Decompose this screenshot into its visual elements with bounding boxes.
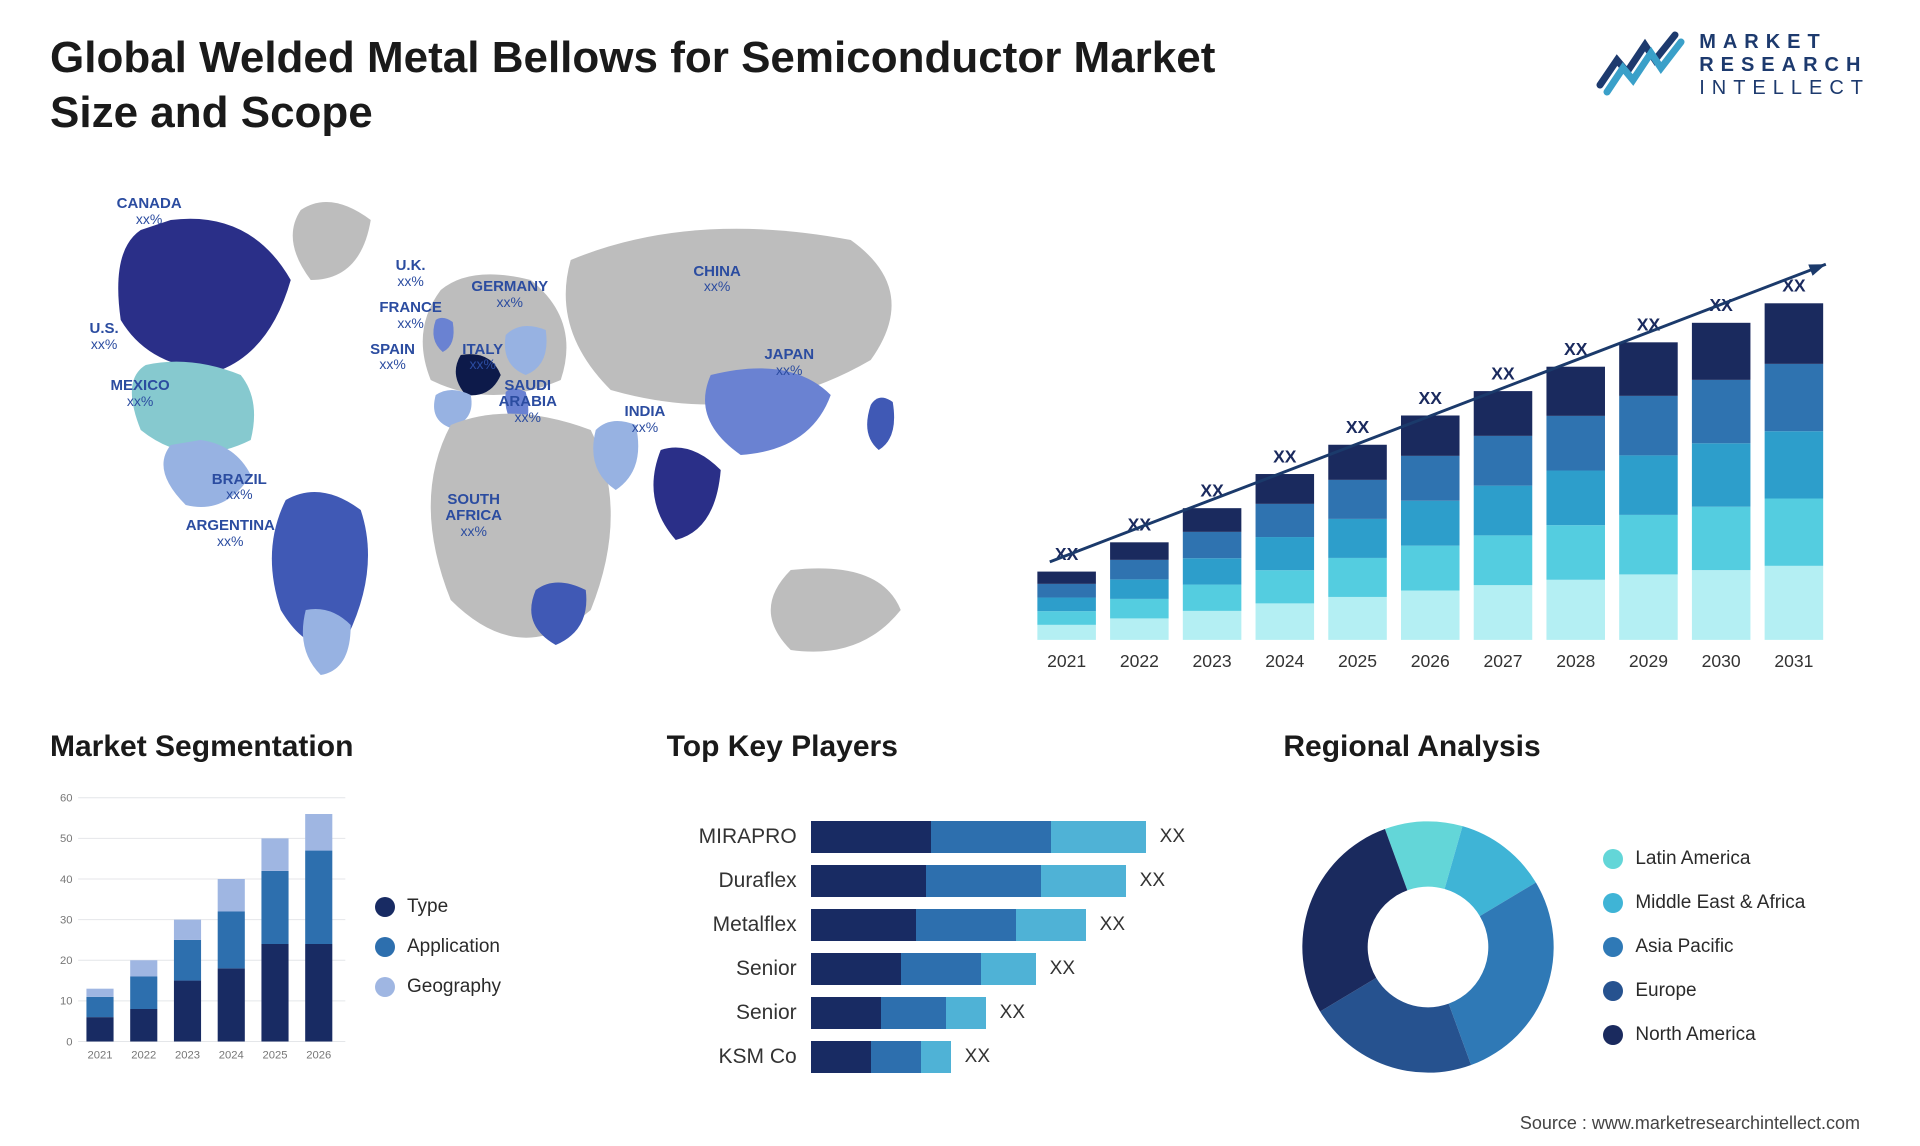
map-label: GERMANYxx% xyxy=(471,279,548,309)
svg-text:2029: 2029 xyxy=(1629,651,1668,671)
map-label: SOUTHAFRICAxx% xyxy=(445,492,502,538)
segmentation-panel: Market Segmentation 0 10 20 30 40 50 60 2021 202… xyxy=(50,730,637,1110)
segmentation-legend: Type Application Geography xyxy=(375,784,501,1110)
svg-text:2021: 2021 xyxy=(87,1049,112,1061)
player-bar xyxy=(811,821,1146,853)
svg-text:2026: 2026 xyxy=(1411,651,1450,671)
svg-text:2026: 2026 xyxy=(306,1049,331,1061)
brand-logo: MARKET RESEARCH INTELLECT xyxy=(1595,30,1870,100)
logo-line3: INTELLECT xyxy=(1699,77,1870,100)
player-row: Duraflex XX xyxy=(667,865,1254,897)
player-row: KSM Co XX xyxy=(667,1041,1254,1073)
svg-text:2025: 2025 xyxy=(1338,651,1377,671)
svg-text:30: 30 xyxy=(60,914,73,926)
svg-text:XX: XX xyxy=(1274,446,1298,466)
legend-item: Type xyxy=(375,896,501,918)
player-bar xyxy=(811,997,986,1029)
player-value: XX xyxy=(1000,1002,1025,1024)
map-label: SAUDIARABIAxx% xyxy=(499,378,557,424)
legend-item: Latin America xyxy=(1603,848,1805,870)
map-label: ITALYxx% xyxy=(462,342,503,372)
map-label: CANADAxx% xyxy=(117,196,182,226)
regional-panel: Regional Analysis Latin America Middle Ea… xyxy=(1283,730,1870,1110)
svg-text:2027: 2027 xyxy=(1484,651,1523,671)
map-label: ARGENTINAxx% xyxy=(186,518,275,548)
player-name: Duraflex xyxy=(667,869,797,893)
svg-text:2022: 2022 xyxy=(1120,651,1159,671)
map-label: INDIAxx% xyxy=(625,404,666,434)
logo-line1: MARKET xyxy=(1699,31,1870,54)
player-bar xyxy=(811,953,1036,985)
svg-text:2030: 2030 xyxy=(1702,651,1741,671)
world-map: CANADAxx% U.S.xx% MEXICOxx% BRAZILxx% ARGENT… xyxy=(50,170,951,690)
svg-text:2031: 2031 xyxy=(1775,651,1814,671)
map-label: U.S.xx% xyxy=(89,321,118,351)
player-value: XX xyxy=(965,1046,990,1068)
svg-text:0: 0 xyxy=(66,1036,72,1048)
logo-mark-icon xyxy=(1595,30,1685,100)
svg-text:XX: XX xyxy=(1419,388,1443,408)
player-bar xyxy=(811,865,1126,897)
source-attribution: Source : www.marketresearchintellect.com xyxy=(1520,1113,1860,1134)
player-name: Senior xyxy=(667,1001,797,1025)
player-bar xyxy=(811,909,1086,941)
legend-item: Asia Pacific xyxy=(1603,936,1805,958)
player-name: MIRAPRO xyxy=(667,825,797,849)
player-bar xyxy=(811,1041,951,1073)
map-label: SPAINxx% xyxy=(370,342,415,372)
players-title: Top Key Players xyxy=(667,730,1254,764)
page-title: Global Welded Metal Bellows for Semicond… xyxy=(50,30,1250,140)
player-value: XX xyxy=(1140,870,1165,892)
svg-text:2021: 2021 xyxy=(1048,651,1087,671)
svg-text:60: 60 xyxy=(60,793,73,805)
map-label: JAPANxx% xyxy=(764,347,814,377)
svg-text:2023: 2023 xyxy=(175,1049,200,1061)
players-panel: Top Key Players MIRAPROXXDuraflexXXMetal… xyxy=(667,730,1254,1110)
legend-item: Geography xyxy=(375,976,501,998)
player-value: XX xyxy=(1100,914,1125,936)
map-label: CHINAxx% xyxy=(693,264,741,294)
segmentation-title: Market Segmentation xyxy=(50,730,637,764)
player-row: Metalflex XX xyxy=(667,909,1254,941)
svg-text:XX: XX xyxy=(1492,363,1516,383)
growth-bar-chart: XX2021XX2022XX2023XX2024XX2025XX2026XX20… xyxy=(991,170,1870,690)
map-label: FRANCExx% xyxy=(379,300,442,330)
svg-text:20: 20 xyxy=(60,955,73,967)
player-row: Senior XX xyxy=(667,997,1254,1029)
regional-title: Regional Analysis xyxy=(1283,730,1870,764)
legend-item: Middle East & Africa xyxy=(1603,892,1805,914)
svg-text:2023: 2023 xyxy=(1193,651,1232,671)
regional-legend: Latin America Middle East & Africa Asia Pa… xyxy=(1603,848,1805,1046)
player-value: XX xyxy=(1160,826,1185,848)
svg-text:2025: 2025 xyxy=(262,1049,287,1061)
player-row: Senior XX xyxy=(667,953,1254,985)
legend-item: Europe xyxy=(1603,980,1805,1002)
svg-text:2028: 2028 xyxy=(1557,651,1596,671)
player-row: MIRAPRO XX xyxy=(667,821,1254,853)
player-name: KSM Co xyxy=(667,1045,797,1069)
svg-text:2024: 2024 xyxy=(219,1049,244,1061)
players-list: MIRAPROXXDuraflexXXMetalflexXXSeniorXXSe… xyxy=(667,784,1254,1110)
growth-chart-svg: XX2021XX2022XX2023XX2024XX2025XX2026XX20… xyxy=(1001,180,1860,690)
world-map-svg xyxy=(50,170,951,690)
map-label: U.K.xx% xyxy=(396,258,426,288)
svg-text:10: 10 xyxy=(60,996,73,1008)
svg-text:XX: XX xyxy=(1346,417,1370,437)
player-name: Metalflex xyxy=(667,913,797,937)
svg-text:50: 50 xyxy=(60,833,73,845)
legend-item: North America xyxy=(1603,1024,1805,1046)
logo-line2: RESEARCH xyxy=(1699,54,1870,77)
map-label: BRAZILxx% xyxy=(212,472,267,502)
svg-text:2022: 2022 xyxy=(131,1049,156,1061)
map-label: MEXICOxx% xyxy=(111,378,170,408)
player-value: XX xyxy=(1050,958,1075,980)
svg-text:2024: 2024 xyxy=(1266,651,1305,671)
svg-text:40: 40 xyxy=(60,874,73,886)
regional-donut-chart xyxy=(1283,802,1573,1092)
player-name: Senior xyxy=(667,957,797,981)
legend-item: Application xyxy=(375,936,501,958)
segmentation-chart: 0 10 20 30 40 50 60 2021 2022 2023 2024 2025 2026 xyxy=(50,784,350,1074)
